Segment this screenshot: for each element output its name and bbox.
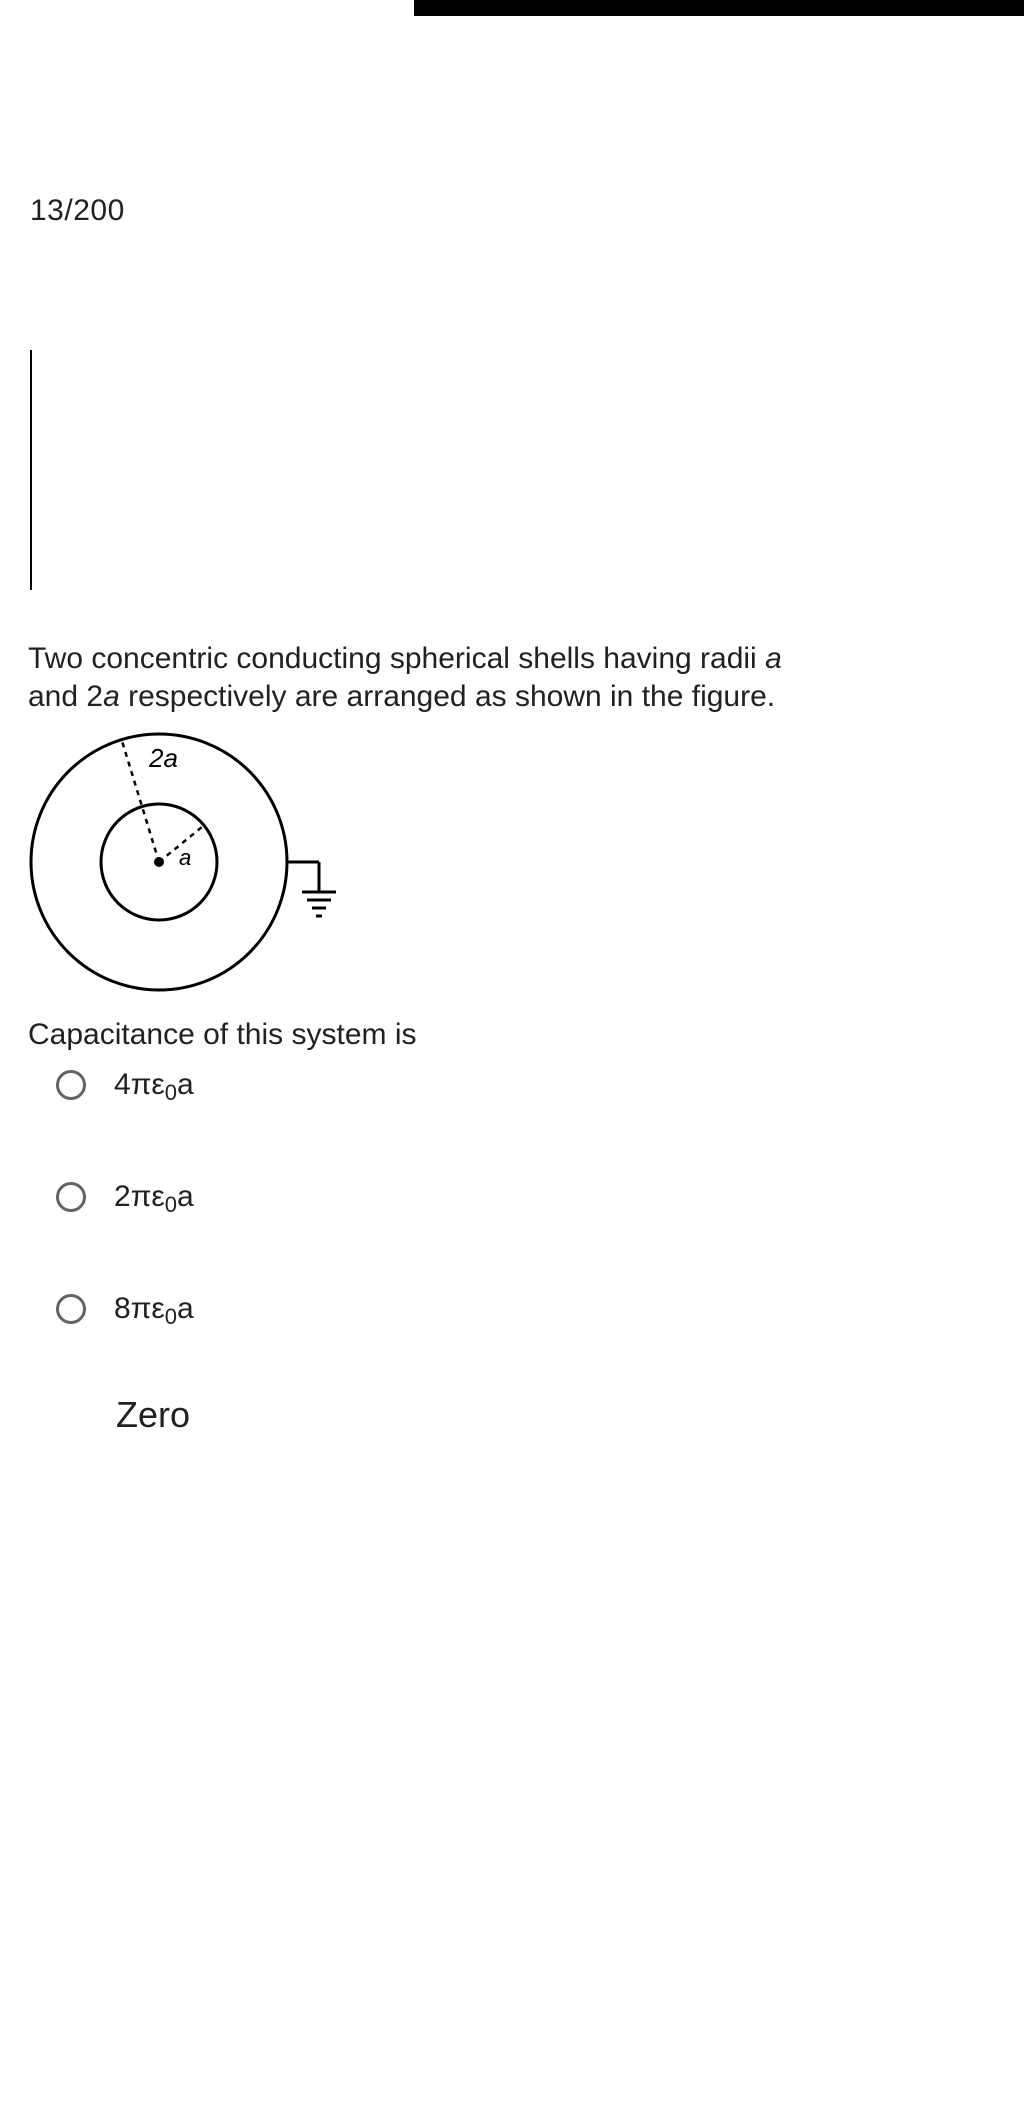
- option-c[interactable]: 8πε0a: [56, 1292, 194, 1326]
- page: 13/200 Two concentric conducting spheric…: [0, 0, 1024, 2104]
- inner-radius-label: a: [179, 845, 191, 870]
- option-b[interactable]: 2πε0a: [56, 1180, 194, 1214]
- option-b-label: 2πε0a: [114, 1180, 194, 1214]
- opt-a-coef: 4: [114, 1068, 131, 1101]
- opt-b-sub: 0: [165, 1192, 177, 1217]
- opt-c-sub: 0: [165, 1304, 177, 1329]
- vertical-divider: [30, 350, 32, 590]
- opt-c-coef: 8: [114, 1292, 131, 1325]
- opt-a-sub: 0: [165, 1080, 177, 1105]
- opt-b-tail: a: [177, 1180, 194, 1213]
- q-line2-post: respectively are arranged as shown in th…: [120, 680, 775, 713]
- shells-diagram-svg: 2a a: [24, 727, 364, 1007]
- question-text: Two concentric conducting spherical shel…: [28, 640, 858, 715]
- opt-c-tail: a: [177, 1292, 194, 1325]
- question-counter: 13/200: [30, 194, 125, 228]
- radio-icon[interactable]: [56, 1294, 86, 1324]
- diagram: 2a a: [24, 727, 858, 1012]
- q-line2-var: a: [103, 680, 120, 713]
- caption: Capacitance of this system is: [28, 1018, 858, 1052]
- radio-icon[interactable]: [56, 1182, 86, 1212]
- opt-c-mid: πε: [131, 1292, 165, 1325]
- question-block: Two concentric conducting spherical shel…: [28, 640, 858, 1052]
- opt-a-mid: πε: [131, 1068, 165, 1101]
- options-group: 4πε0a 2πε0a 8πε0a Zero: [56, 1068, 194, 1436]
- q-line1-var: a: [765, 642, 782, 675]
- option-a-label: 4πε0a: [114, 1068, 194, 1102]
- radio-icon[interactable]: [56, 1070, 86, 1100]
- option-c-label: 8πε0a: [114, 1292, 194, 1326]
- option-d-label: Zero: [116, 1394, 190, 1436]
- option-d[interactable]: Zero: [56, 1404, 194, 1436]
- opt-a-tail: a: [177, 1068, 194, 1101]
- q-line1-pre: Two concentric conducting spherical shel…: [28, 642, 765, 675]
- top-bar: [414, 0, 1024, 16]
- opt-b-mid: πε: [131, 1180, 165, 1213]
- outer-radius-label: 2a: [148, 743, 178, 773]
- q-line2-pre: and 2: [28, 680, 103, 713]
- option-a[interactable]: 4πε0a: [56, 1068, 194, 1102]
- opt-b-coef: 2: [114, 1180, 131, 1213]
